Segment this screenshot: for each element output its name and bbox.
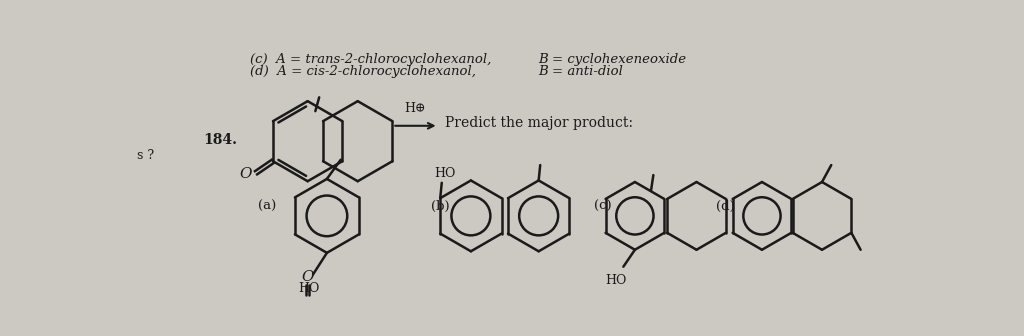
Text: HO: HO bbox=[434, 167, 456, 180]
Text: (a): (a) bbox=[258, 200, 275, 213]
Text: (b): (b) bbox=[431, 200, 450, 213]
Text: HO: HO bbox=[299, 282, 319, 295]
Text: (d)  A = cis-2-chlorocyclohexanol,: (d) A = cis-2-chlorocyclohexanol, bbox=[250, 65, 476, 78]
Text: Predict the major product:: Predict the major product: bbox=[444, 117, 633, 130]
Text: O: O bbox=[301, 270, 314, 285]
Text: H⊕: H⊕ bbox=[404, 102, 426, 115]
Text: B = anti-diol: B = anti-diol bbox=[539, 65, 624, 78]
Text: B = cyclohexeneoxide: B = cyclohexeneoxide bbox=[539, 53, 687, 66]
Text: HO: HO bbox=[605, 275, 627, 287]
Text: (c): (c) bbox=[594, 200, 611, 213]
Text: (c)  A = trans-2-chlorocyclohexanol,: (c) A = trans-2-chlorocyclohexanol, bbox=[250, 53, 492, 66]
Text: (d): (d) bbox=[716, 200, 734, 213]
Text: s ?: s ? bbox=[137, 149, 154, 162]
Text: 184.: 184. bbox=[204, 133, 238, 148]
Text: O: O bbox=[239, 167, 252, 181]
